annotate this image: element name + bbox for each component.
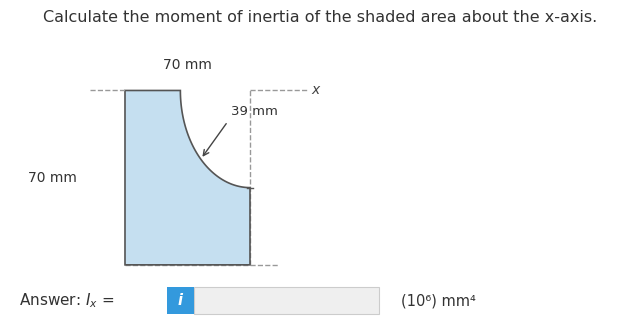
Text: Answer: $I_x$ =: Answer: $I_x$ = [19, 292, 115, 310]
FancyBboxPatch shape [194, 287, 379, 314]
Text: 39 mm: 39 mm [231, 105, 278, 118]
Text: x: x [311, 84, 319, 97]
Text: i: i [178, 293, 183, 308]
Text: 70 mm: 70 mm [28, 171, 77, 185]
Polygon shape [125, 90, 250, 265]
Text: 70 mm: 70 mm [163, 58, 212, 72]
Text: Calculate the moment of inertia of the shaded area about the x-axis.: Calculate the moment of inertia of the s… [44, 10, 597, 25]
Text: (10⁶) mm⁴: (10⁶) mm⁴ [401, 293, 476, 309]
FancyBboxPatch shape [167, 287, 194, 314]
